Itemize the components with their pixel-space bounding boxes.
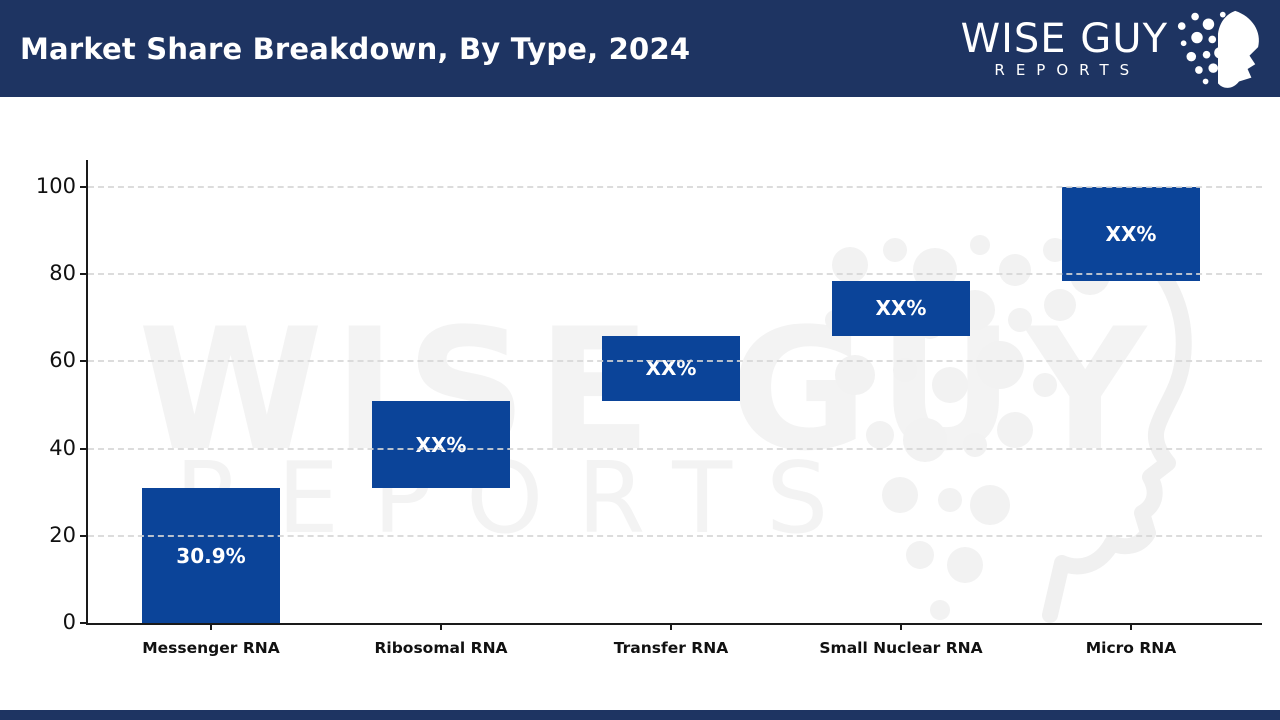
x-axis-label: Ribosomal RNA — [374, 639, 508, 657]
logo-wordmark-line2: REPORTS — [994, 60, 1141, 79]
plot-area: WISE GUY REPORTS 30.9% Messenger RNA XX% Ri… — [0, 97, 1280, 710]
header-bar: Market Share Breakdown, By Type, 2024 WI… — [0, 0, 1280, 97]
y-tick-mark — [80, 622, 88, 624]
y-tick-label: 40 — [49, 435, 76, 460]
bar-value-label: XX% — [415, 432, 467, 457]
x-axis-label: Small Nuclear RNA — [819, 639, 983, 657]
x-axis-label: Messenger RNA — [142, 639, 280, 657]
chart-title: Market Share Breakdown, By Type, 2024 — [20, 31, 691, 66]
waterfall-bar-small-nuclear-rna: XX% — [832, 281, 970, 336]
y-tick-mark — [80, 186, 88, 188]
x-tick-mark — [440, 623, 442, 630]
gridline — [88, 186, 1262, 188]
y-tick-mark — [80, 360, 88, 363]
chart-layer: 30.9% Messenger RNA XX% Ribosomal RNA XX% Tra… — [0, 97, 1280, 710]
bar-value-label: XX% — [1105, 222, 1157, 247]
y-tick-label: 0 — [62, 610, 76, 634]
bar-value-label: 30.9% — [176, 543, 246, 568]
waterfall-bar-micro-rna: XX% — [1062, 187, 1200, 282]
gridline — [88, 360, 1262, 363]
bar-value-label: XX% — [875, 296, 927, 321]
gridline — [88, 447, 1262, 450]
gridline — [88, 534, 1262, 537]
gridline — [88, 273, 1262, 276]
y-tick-label: 60 — [49, 348, 76, 373]
x-tick-mark — [670, 623, 672, 630]
x-axis-line — [86, 623, 1262, 625]
bar-value-label: XX% — [645, 356, 697, 381]
logo-wordmark: WISE GUY REPORTS — [961, 19, 1168, 79]
brand-logo: WISE GUY REPORTS — [961, 7, 1280, 91]
waterfall-bar-transfer-rna: XX% — [602, 335, 740, 402]
y-tick-mark — [80, 447, 88, 450]
x-tick-mark — [900, 623, 902, 630]
y-tick-label: 100 — [35, 174, 76, 198]
y-tick-mark — [80, 273, 88, 276]
logo-face-icon — [1177, 10, 1259, 88]
waterfall-bar-ribosomal-rna: XX% — [372, 401, 510, 489]
footer-bar — [0, 710, 1280, 720]
x-tick-mark — [210, 623, 212, 630]
x-tick-mark — [1130, 623, 1132, 630]
x-axis-label: Micro RNA — [1085, 639, 1177, 657]
y-axis-line — [86, 160, 88, 625]
waterfall-bar-messenger-rna: 30.9% — [142, 488, 280, 623]
logo-wordmark-line1: WISE GUY — [960, 15, 1168, 62]
y-tick-label: 20 — [49, 522, 76, 547]
y-tick-mark — [80, 534, 88, 537]
x-axis-label: Transfer RNA — [613, 639, 729, 657]
y-tick-label: 80 — [49, 261, 76, 286]
